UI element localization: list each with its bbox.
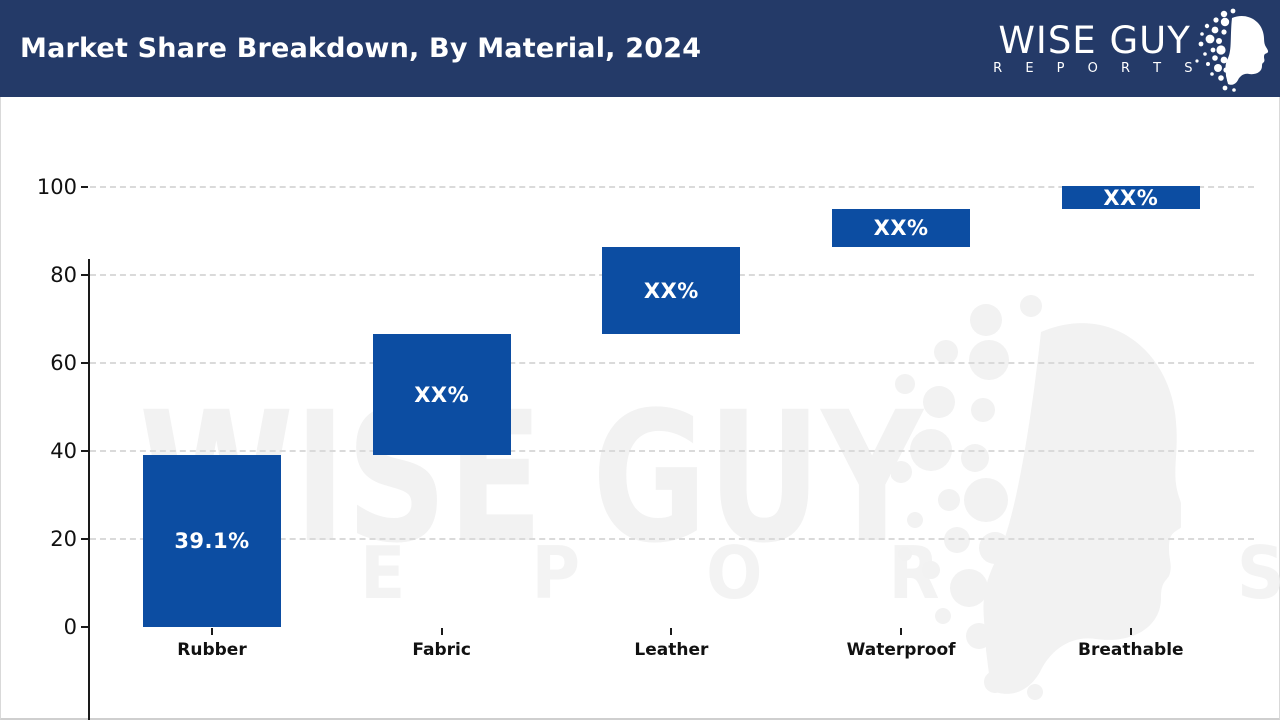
bar-leather: XX%: [602, 246, 741, 335]
bar-label-rubber: 39.1%: [174, 528, 250, 553]
y-tick-80: [81, 274, 88, 276]
dotted-head-icon: [1195, 8, 1269, 92]
x-tick-fabric: [440, 628, 443, 635]
gridline-60: [90, 362, 1254, 364]
x-tick-waterproof: [900, 628, 903, 635]
y-tick-label-100: 100: [36, 175, 77, 199]
bar-label-leather: XX%: [643, 278, 699, 303]
logo-text: WISE GUY R E P O R T S: [987, 18, 1202, 76]
y-tick-40: [81, 450, 88, 452]
x-tick-label-fabric: Fabric: [412, 640, 471, 660]
y-tick-60: [81, 362, 88, 364]
bar-breathable: XX%: [1061, 185, 1200, 210]
y-tick-label-60: 60: [50, 351, 77, 375]
y-tick-100: [81, 186, 88, 188]
y-axis: [88, 259, 90, 720]
wise-guy-reports-logo: WISE GUY R E P O R T S: [987, 4, 1280, 94]
page-title: Market Share Breakdown, By Material, 202…: [20, 33, 702, 64]
bar-label-fabric: XX%: [414, 382, 470, 407]
x-tick-label-rubber: Rubber: [177, 640, 247, 660]
chart-canvas: WISE GUY R E P O R T S 0 20 40 60 80 100 39.1%…: [0, 97, 1280, 720]
logo-wordmark: WISE GUY: [998, 18, 1191, 62]
x-tick-leather: [670, 628, 673, 635]
bar-label-waterproof: XX%: [873, 216, 929, 241]
y-tick-20: [81, 538, 88, 540]
watermark-head-dots: [891, 295, 1181, 700]
gridline-40: [90, 450, 1254, 452]
x-tick-label-leather: Leather: [634, 640, 709, 660]
bar-waterproof: XX%: [832, 209, 971, 247]
bar-label-breathable: XX%: [1103, 185, 1159, 210]
y-tick-0: [81, 626, 88, 628]
y-tick-label-0: 0: [63, 615, 77, 639]
x-tick-label-waterproof: Waterproof: [846, 640, 956, 660]
x-tick-label-breathable: Breathable: [1078, 640, 1184, 660]
x-tick-breathable: [1129, 628, 1132, 635]
header-bar: Market Share Breakdown, By Material, 202…: [0, 0, 1280, 97]
gridline-20: [90, 538, 1254, 540]
bar-rubber: 39.1%: [143, 454, 281, 627]
x-tick-rubber: [211, 628, 213, 635]
y-tick-label-40: 40: [50, 439, 77, 463]
logo-subtitle: R E P O R T S: [993, 60, 1202, 76]
y-tick-label-80: 80: [50, 263, 77, 287]
gridline-100: [90, 186, 1254, 188]
bar-fabric: XX%: [372, 334, 511, 455]
y-tick-label-20: 20: [50, 527, 77, 551]
